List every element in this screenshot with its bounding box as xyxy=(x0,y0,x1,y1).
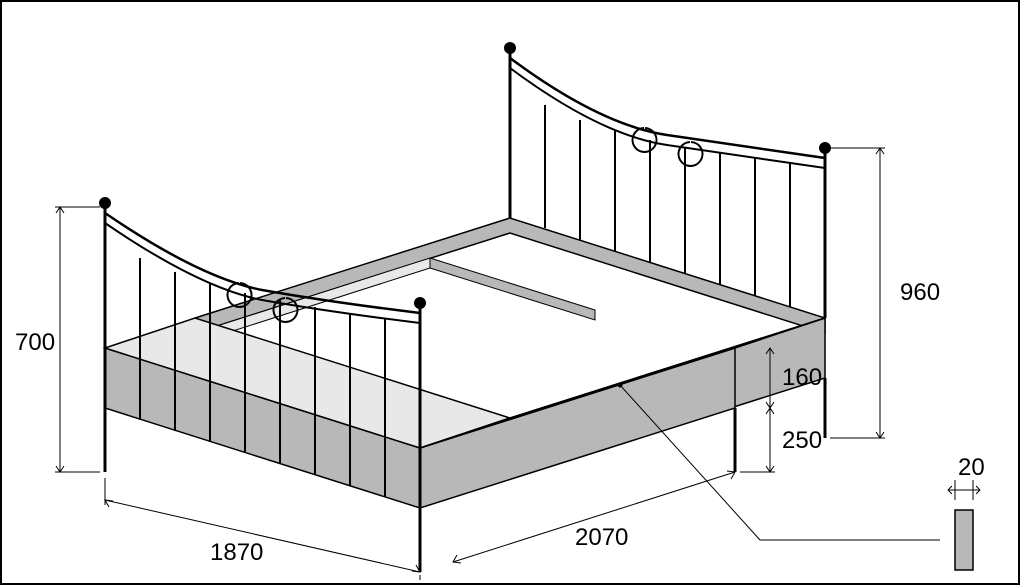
deck-back xyxy=(195,218,825,333)
dim-160: 160 xyxy=(782,364,822,391)
center-slat xyxy=(430,258,595,320)
dim-1870: 1870 xyxy=(210,539,263,566)
dim-20: 20 xyxy=(958,454,985,481)
dim-2070: 2070 xyxy=(575,524,628,551)
dim-700: 700 xyxy=(15,329,55,356)
bed-diagram: 700 1870 2070 960 160 250 20 xyxy=(0,0,1020,585)
dim-960: 960 xyxy=(900,279,940,306)
dim-250: 250 xyxy=(782,427,822,454)
post-detail xyxy=(948,480,980,570)
